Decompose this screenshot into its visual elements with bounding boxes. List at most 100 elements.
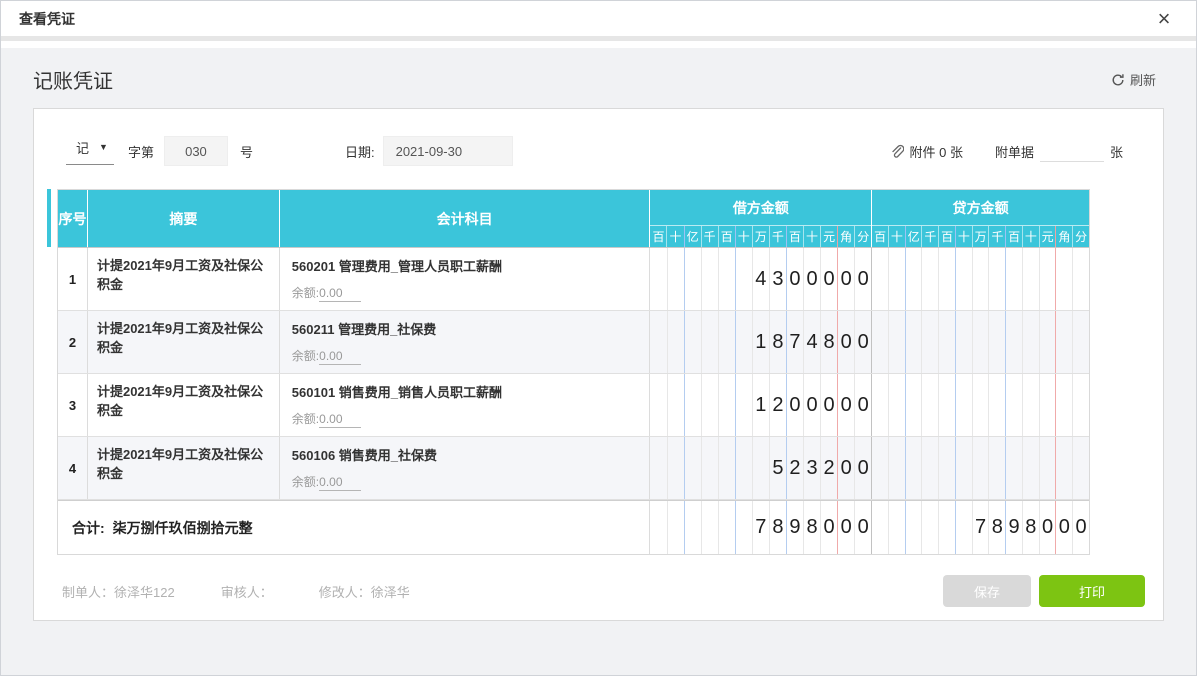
amount-digit-cell xyxy=(973,311,990,373)
digit-position-cell: 千 xyxy=(922,226,940,247)
amount-digit-cell xyxy=(1040,374,1057,436)
window-title: 查看凭证 xyxy=(19,10,75,27)
voucher-table: 序号 摘要 会计科目 借方金额 百十亿千百十万千百十元角分 贷方金额 百十亿千百… xyxy=(47,189,1090,555)
balance-value: 0.00 xyxy=(319,412,362,428)
amount-digit-cell xyxy=(956,501,973,554)
amount-digit-cell: 0 xyxy=(857,456,869,479)
amount-digit-cell: 0 xyxy=(838,437,856,499)
amount-digit-cell xyxy=(702,374,719,436)
amount-grid xyxy=(872,248,1089,310)
divider xyxy=(1,41,1196,49)
amount-digit-cell: 0 xyxy=(857,516,869,538)
voucher-word-value: 记 xyxy=(76,140,90,156)
row-index: 1 xyxy=(58,248,88,310)
digit-position-cell: 元 xyxy=(1040,226,1057,247)
amount-grid xyxy=(872,374,1089,436)
amount-digit-cell xyxy=(922,248,940,310)
credit-amount-cell xyxy=(872,248,1089,310)
amount-digit-cell xyxy=(1073,248,1089,310)
amount-digit-cell xyxy=(1056,311,1074,373)
amount-digit-cell xyxy=(973,437,990,499)
row-index: 2 xyxy=(58,311,88,373)
save-button[interactable]: 保存 xyxy=(943,575,1031,607)
amount-digit-cell xyxy=(1006,248,1023,310)
amount-grid xyxy=(872,437,1089,499)
row-subject: 560201 管理费用_管理人员职工薪酬 余额:0.00 xyxy=(280,248,651,310)
refresh-button[interactable]: 刷新 xyxy=(1111,70,1156,89)
amount-digit-cell xyxy=(1040,248,1057,310)
balance-line: 余额:0.00 xyxy=(292,347,638,365)
date-input[interactable] xyxy=(382,136,513,166)
amount-digit-cell xyxy=(702,501,719,554)
amount-digit-cell xyxy=(906,311,923,373)
amount-digit-cell xyxy=(719,501,736,554)
amount-digit-cell xyxy=(685,437,702,499)
digit-position-cell: 千 xyxy=(989,226,1007,247)
amount-digit-cell: 2 xyxy=(787,437,805,499)
digit-position-cell: 亿 xyxy=(906,226,923,247)
amount-digit-cell: 3 xyxy=(770,248,787,310)
amount-digit-cell: 0 xyxy=(804,374,822,436)
digit-position-cell: 十 xyxy=(1023,226,1040,247)
amount-digit-cell xyxy=(956,374,973,436)
digit-position-cell: 角 xyxy=(1056,226,1074,247)
amount-digit-cell xyxy=(889,248,906,310)
amount-digit-cell: 2 xyxy=(770,374,787,436)
amount-digit-cell: 9 xyxy=(787,501,804,554)
row-summary: 计提2021年9月工资及社保公积金 xyxy=(88,437,280,499)
amount-digit-cell: 0 xyxy=(804,248,822,310)
amount-digit-cell xyxy=(956,311,973,373)
amount-digit-cell xyxy=(1073,437,1089,499)
table-body: 1 计提2021年9月工资及社保公积金 560201 管理费用_管理人员职工薪酬 余额… xyxy=(58,248,1089,500)
receipt-count-input[interactable] xyxy=(1039,140,1104,162)
voucher-number-input[interactable] xyxy=(163,136,228,166)
amount-digit-cell xyxy=(753,437,770,499)
amount-digit-cell: 0 xyxy=(787,374,805,436)
amount-digit-cell xyxy=(1006,437,1023,499)
row-subject: 560211 管理费用_社保费 余额:0.00 xyxy=(280,311,651,373)
amount-digit-cell xyxy=(939,248,956,310)
print-button[interactable]: 打印 xyxy=(1039,575,1145,607)
chevron-down-icon: ▼ xyxy=(99,142,108,152)
row-summary: 计提2021年9月工资及社保公积金 xyxy=(88,248,280,310)
amount-digit-cell xyxy=(872,501,889,554)
digit-position-cell: 角 xyxy=(838,226,856,247)
amount-digit-cell xyxy=(719,374,736,436)
amount-digit-cell xyxy=(939,501,956,554)
amount-digit-cell: 8 xyxy=(770,501,787,554)
amount-digit-cell: 0 xyxy=(787,248,805,310)
digit-position-cell: 十 xyxy=(804,226,822,247)
attachment-label: 附件 0 张 xyxy=(909,144,963,160)
digit-position-cell: 万 xyxy=(973,226,990,247)
subject-text: 560101 销售费用_销售人员职工薪酬 xyxy=(291,385,503,400)
amount-digit-cell: 0 xyxy=(838,248,856,310)
amount-digit-cell xyxy=(922,501,940,554)
amount-digit-cell xyxy=(702,248,719,310)
amount-digit-cell: 0 xyxy=(857,393,869,416)
attachment-button[interactable]: 附件 0 张 xyxy=(890,142,963,161)
amount-digit-cell xyxy=(702,311,719,373)
close-icon[interactable]: × xyxy=(1157,5,1171,31)
table-row: 4 计提2021年9月工资及社保公积金 560106 销售费用_社保费 余额:0.00… xyxy=(58,437,1089,500)
modal-titlebar: 查看凭证 × xyxy=(1,1,1196,41)
amount-digit-cell xyxy=(719,248,736,310)
amount-digit-cell xyxy=(956,248,973,310)
amount-digit-cell xyxy=(1023,437,1040,499)
creator-label: 制单人： xyxy=(62,584,115,600)
number-suffix-label: 号 xyxy=(239,144,253,160)
voucher-word-select[interactable]: 记 ▼ xyxy=(66,138,114,165)
row-index: 4 xyxy=(58,437,88,499)
amount-digit-cell: 4 xyxy=(753,248,770,310)
amount-digit-cell xyxy=(872,248,889,310)
table-header: 序号 摘要 会计科目 借方金额 百十亿千百十万千百十元角分 贷方金额 百十亿千百… xyxy=(58,190,1089,248)
amount-digit-cell xyxy=(1056,374,1074,436)
balance-label: 余额: xyxy=(291,349,320,363)
